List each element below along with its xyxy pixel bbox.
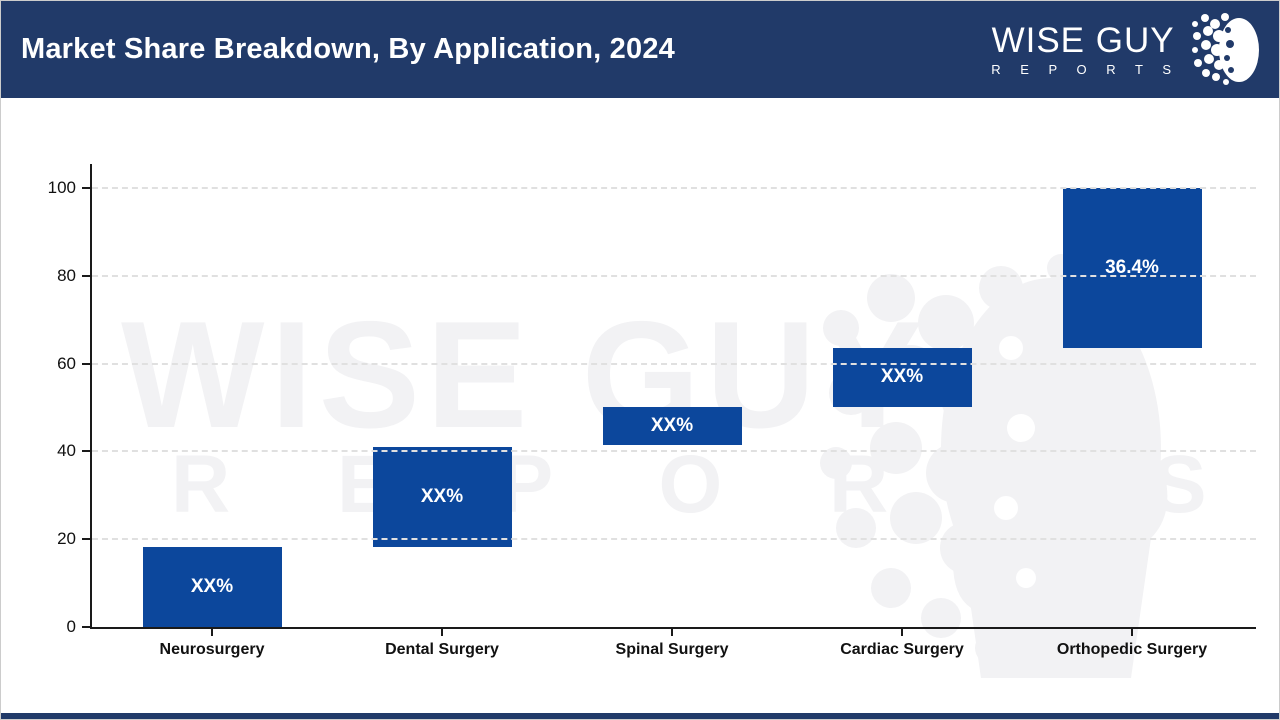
x-tick-mark-spinal-surgery xyxy=(671,629,673,636)
y-tick-label-80: 80 xyxy=(57,265,76,285)
logo-subtext: R E P O R T S xyxy=(991,62,1179,77)
y-tick-mark-40 xyxy=(82,450,90,453)
bar-spinal-surgery xyxy=(602,406,742,446)
y-tick-label-60: 60 xyxy=(57,353,76,373)
header-bar: Market Share Breakdown, By Application, … xyxy=(1,1,1279,98)
grid-line-100 xyxy=(92,187,1256,189)
bar-label-neurosurgery: XX% xyxy=(190,576,234,598)
x-label-spinal-surgery: Spinal Surgery xyxy=(615,641,729,658)
bar-dental-surgery xyxy=(372,447,512,548)
y-tick-mark-60 xyxy=(82,362,90,365)
page-title: Market Share Breakdown, By Application, … xyxy=(21,33,675,65)
y-axis xyxy=(90,164,92,629)
plot-area: WISE GUY R E P O R T S XX% XX% XX% XX% 36.4%… xyxy=(1,98,1279,713)
y-tick-mark-100 xyxy=(82,187,90,189)
grid-line-80 xyxy=(92,274,1256,277)
y-tick-label-100: 100 xyxy=(47,178,76,197)
x-tick-mark-orthopedic-surgery xyxy=(1131,629,1133,636)
y-tick-mark-0 xyxy=(82,626,90,628)
x-label-neurosurgery: Neurosurgery xyxy=(159,641,265,658)
logo-face-icon xyxy=(1192,12,1259,85)
x-label-dental-surgery: Dental Surgery xyxy=(385,641,499,658)
bar-orthopedic-surgery xyxy=(1062,188,1202,348)
x-tick-mark-neurosurgery xyxy=(211,629,213,636)
x-tick-mark-dental-surgery xyxy=(441,629,443,636)
grid-line-60 xyxy=(92,362,1256,365)
x-tick-mark-cardiac-surgery xyxy=(901,629,903,636)
bar-label-cardiac-surgery: XX% xyxy=(880,366,924,388)
x-label-cardiac-surgery: Cardiac Surgery xyxy=(840,641,964,658)
x-axis xyxy=(90,627,1256,629)
y-tick-label-40: 40 xyxy=(57,441,76,461)
y-tick-mark-80 xyxy=(82,274,90,277)
watermark-wordmark: WISE GUY xyxy=(121,290,930,460)
y-tick-mark-20 xyxy=(82,538,90,541)
logo-wordmark: WISE GUY xyxy=(991,21,1175,60)
grid-line-20 xyxy=(92,538,1256,541)
x-label-orthopedic-surgery: Orthopedic Surgery xyxy=(1056,641,1208,658)
bar-neurosurgery xyxy=(142,547,282,627)
bar-cardiac-surgery xyxy=(832,347,972,407)
wiseguy-logo: WISE GUY R E P O R T S xyxy=(987,8,1265,92)
logo-text-block: WISE GUY R E P O R T S xyxy=(987,23,1179,76)
bar-label-orthopedic-surgery: 36.4% xyxy=(1105,256,1159,278)
grid-line-40 xyxy=(92,450,1256,453)
bar-label-spinal-surgery: XX% xyxy=(650,414,694,436)
footer-bar xyxy=(1,713,1279,719)
bar-label-dental-surgery: XX% xyxy=(420,486,464,508)
y-tick-label-20: 20 xyxy=(57,529,76,549)
y-tick-label-0: 0 xyxy=(66,617,76,636)
